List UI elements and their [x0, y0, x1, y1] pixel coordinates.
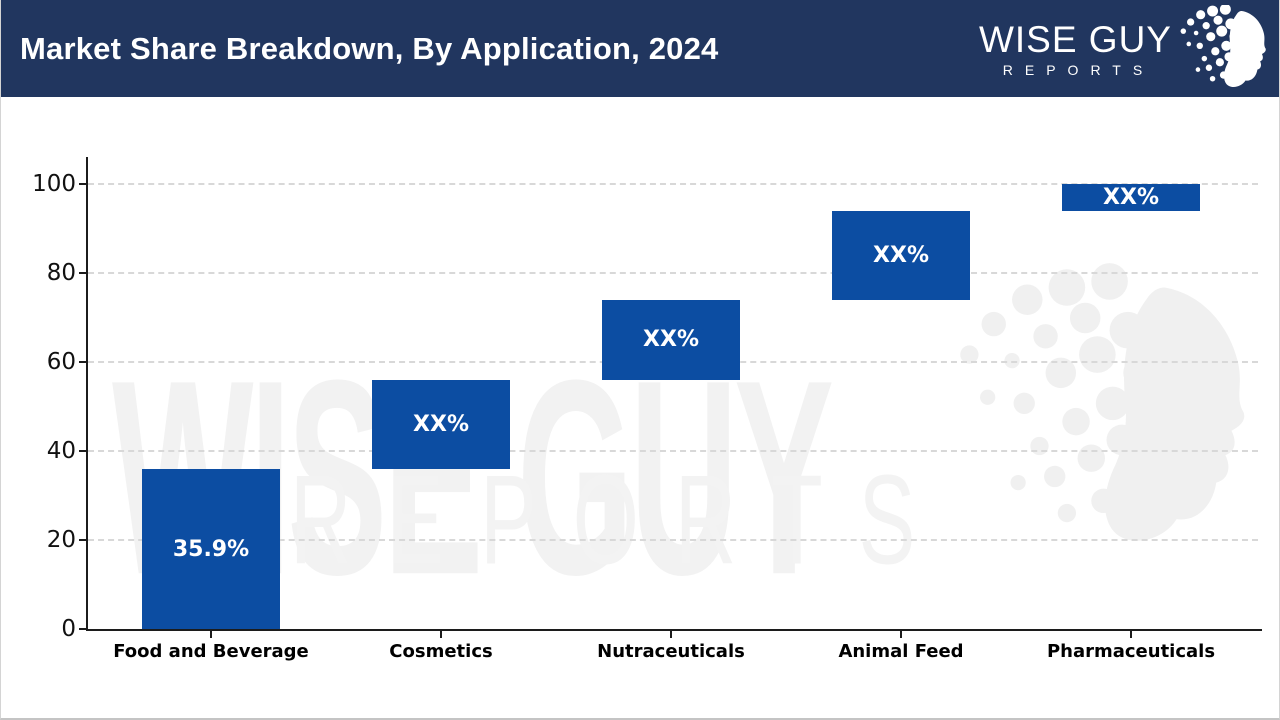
- y-axis-tick-label-0: 0: [61, 616, 76, 642]
- y-axis-tick-60: [79, 361, 86, 363]
- y-axis-tick-label-100: 100: [32, 171, 76, 197]
- logo-reports-label: REPORTS: [1002, 61, 1155, 78]
- y-axis-tick-20: [79, 539, 86, 541]
- gridline-20: [88, 539, 1258, 541]
- bar-value-label-pharmaceuticals: XX%: [1103, 184, 1159, 210]
- bar-food-and-beverage: 35.9%: [142, 469, 280, 629]
- category-label-nutraceuticals: Nutraceuticals: [597, 641, 745, 662]
- bar-value-label-cosmetics: XX%: [413, 412, 469, 438]
- gridline-100: [88, 183, 1258, 185]
- bar-value-label-animal-feed: XX%: [873, 242, 929, 268]
- page-title: Market Share Breakdown, By Application, …: [20, 30, 719, 66]
- gridline-80: [88, 272, 1258, 274]
- gridline-40: [88, 450, 1258, 452]
- x-axis-tick-nutraceuticals: [670, 631, 672, 638]
- y-axis-tick-label-60: 60: [46, 349, 76, 375]
- y-axis-line: [86, 157, 88, 631]
- bar-pharmaceuticals: XX%: [1062, 184, 1200, 211]
- y-axis-tick-label-40: 40: [46, 438, 76, 464]
- wise-guy-reports-logo: WISE GUY REPORTS: [979, 4, 1280, 93]
- category-label-animal-feed: Animal Feed: [838, 641, 964, 662]
- x-axis-line: [86, 629, 1262, 631]
- bar-value-label-food-and-beverage: 35.9%: [172, 536, 250, 562]
- bar-nutraceuticals: XX%: [602, 299, 740, 380]
- category-label-cosmetics: Cosmetics: [389, 641, 493, 662]
- y-axis-tick-80: [79, 272, 86, 274]
- logo-wiseguy-label: WISE GUY: [978, 18, 1172, 60]
- category-label-pharmaceuticals: Pharmaceuticals: [1046, 641, 1216, 662]
- x-axis-tick-pharmaceuticals: [1130, 631, 1132, 638]
- x-axis-tick-animal-feed: [900, 631, 902, 638]
- logo-head-icon: [1180, 4, 1266, 87]
- bar-cosmetics: XX%: [372, 379, 510, 470]
- category-label-food-and-beverage: Food and Beverage: [113, 641, 309, 662]
- y-axis-tick-label-20: 20: [46, 527, 76, 553]
- y-axis-tick-0: [79, 628, 86, 630]
- y-axis-tick-40: [79, 450, 86, 452]
- y-axis-tick-100: [79, 183, 86, 185]
- x-axis-tick-food-and-beverage: [210, 631, 212, 638]
- logo-text: WISE GUY REPORTS: [979, 21, 1172, 77]
- bar-value-label-nutraceuticals: XX%: [643, 327, 699, 353]
- bar-animal-feed: XX%: [832, 210, 970, 300]
- x-axis-tick-cosmetics: [440, 631, 442, 638]
- y-axis-tick-label-80: 80: [46, 260, 76, 286]
- header-bar: Market Share Breakdown, By Application, …: [0, 0, 1280, 97]
